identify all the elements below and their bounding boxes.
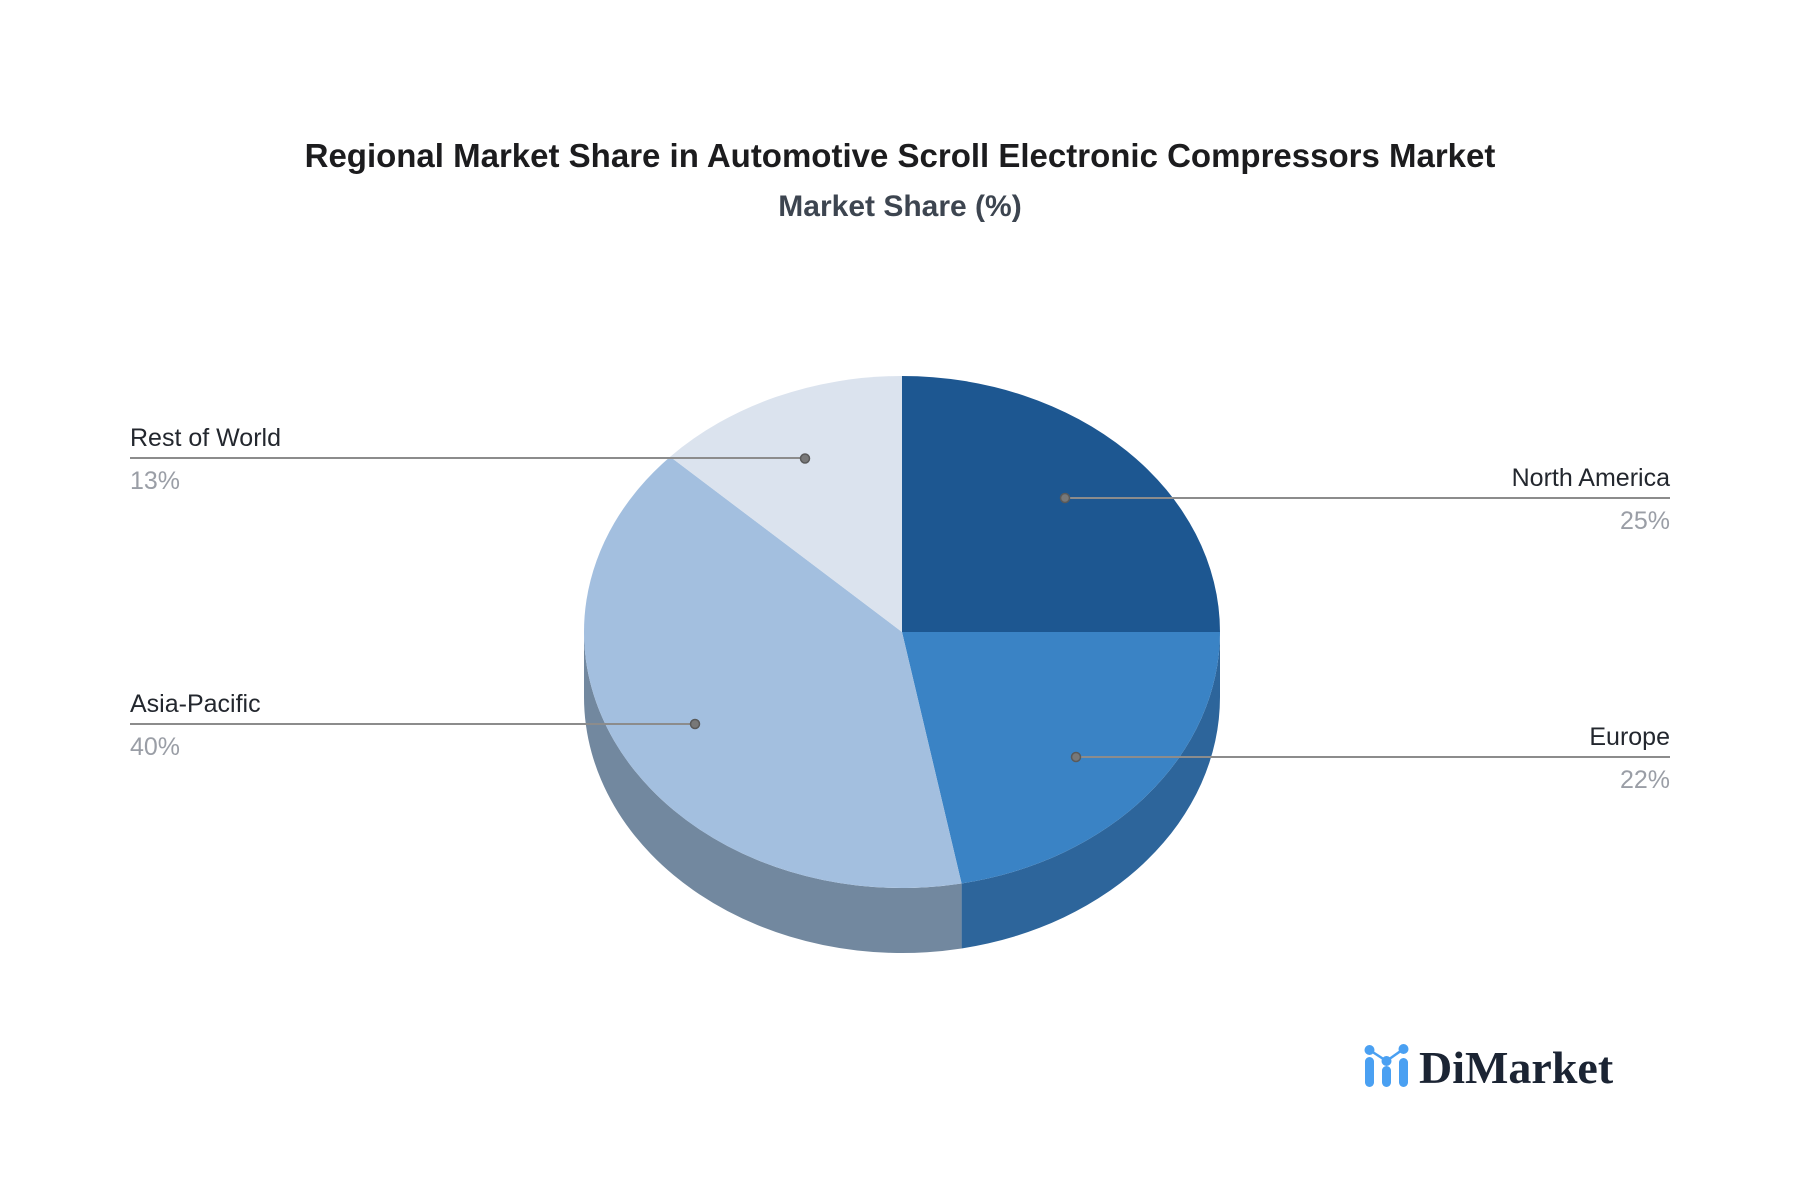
leader-dot-rest-of-world [799, 453, 811, 464]
logo-bar-1 [1365, 1057, 1374, 1087]
slice-label-rest-of-world: Rest of World [130, 424, 281, 452]
logo-bar-3 [1399, 1058, 1408, 1087]
slice-value-north-america: 25% [1619, 507, 1670, 535]
pie-slice-north-america[interactable] [902, 376, 1220, 632]
pie-slices [584, 376, 1220, 954]
slice-label-asia-pacific: Asia-Pacific [130, 690, 261, 718]
slice-value-rest-of-world: 13% [130, 467, 181, 495]
slice-label-north-america: North America [1511, 464, 1670, 492]
pie-side-asia-pacific [584, 632, 962, 954]
pie-side-europe [961, 632, 1220, 949]
logo-dot-3 [1398, 1044, 1409, 1054]
slice-label-europe: Europe [1589, 723, 1670, 751]
logo-dot-1 [1364, 1045, 1375, 1055]
leader-dot-asia-pacific [689, 718, 701, 730]
slice-value-europe: 22% [1619, 766, 1670, 794]
logo-bar-2 [1382, 1066, 1391, 1087]
leader-dot-north-america [1059, 492, 1071, 504]
slice-value-asia-pacific: 40% [130, 733, 181, 761]
pie-slice-europe[interactable] [902, 632, 1220, 884]
leader-lines [130, 453, 1670, 763]
leader-dot-europe [1070, 751, 1082, 763]
page-title: Regional Market Share in Automotive Scro… [304, 137, 1496, 174]
pie-slice-rest-of-world[interactable] [670, 376, 902, 632]
logo-chart-icon [1364, 1044, 1409, 1087]
pie-slice-asia-pacific[interactable] [584, 456, 962, 888]
logo-wordmark: DiMarket [1419, 1042, 1614, 1093]
chart-subtitle: Market Share (%) [778, 190, 1022, 223]
logo-dot-2 [1381, 1056, 1392, 1066]
